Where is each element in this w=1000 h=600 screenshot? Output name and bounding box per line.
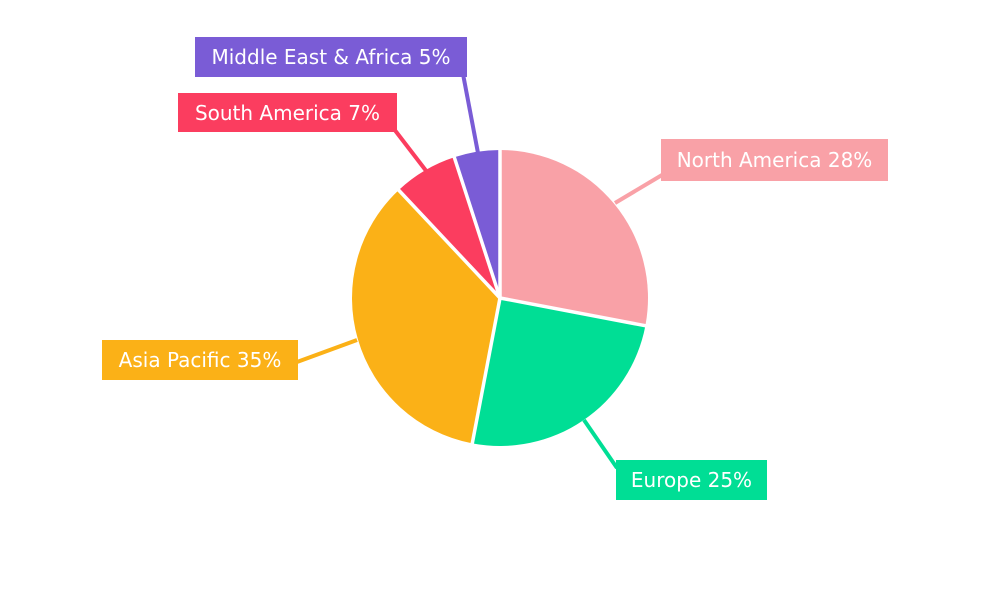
label-middle-east-africa: Middle East & Africa 5% (195, 37, 467, 77)
slice-separator (452, 156, 502, 299)
leader-line-europe (582, 418, 619, 470)
slice-separator (397, 188, 502, 300)
leader-line-asia-pacific (296, 338, 358, 364)
slice-separator (499, 296, 647, 328)
leader-line-middle-east-africa (461, 73, 480, 154)
label-europe: Europe 25% (616, 460, 767, 500)
label-asia-pacific: Asia Pacific 35% (102, 340, 298, 380)
slice-separator (470, 297, 502, 445)
pie-slice-south-america[interactable] (398, 157, 500, 298)
leader-line-south-america (392, 127, 429, 174)
label-north-america: North America 28% (661, 139, 888, 181)
label-south-america: South America 7% (178, 93, 397, 132)
leader-line-north-america (613, 173, 664, 205)
pie-slice-north-america[interactable] (500, 150, 649, 326)
pie-slice-asia-pacific[interactable] (352, 190, 500, 444)
pie-slice-europe[interactable] (472, 298, 646, 447)
